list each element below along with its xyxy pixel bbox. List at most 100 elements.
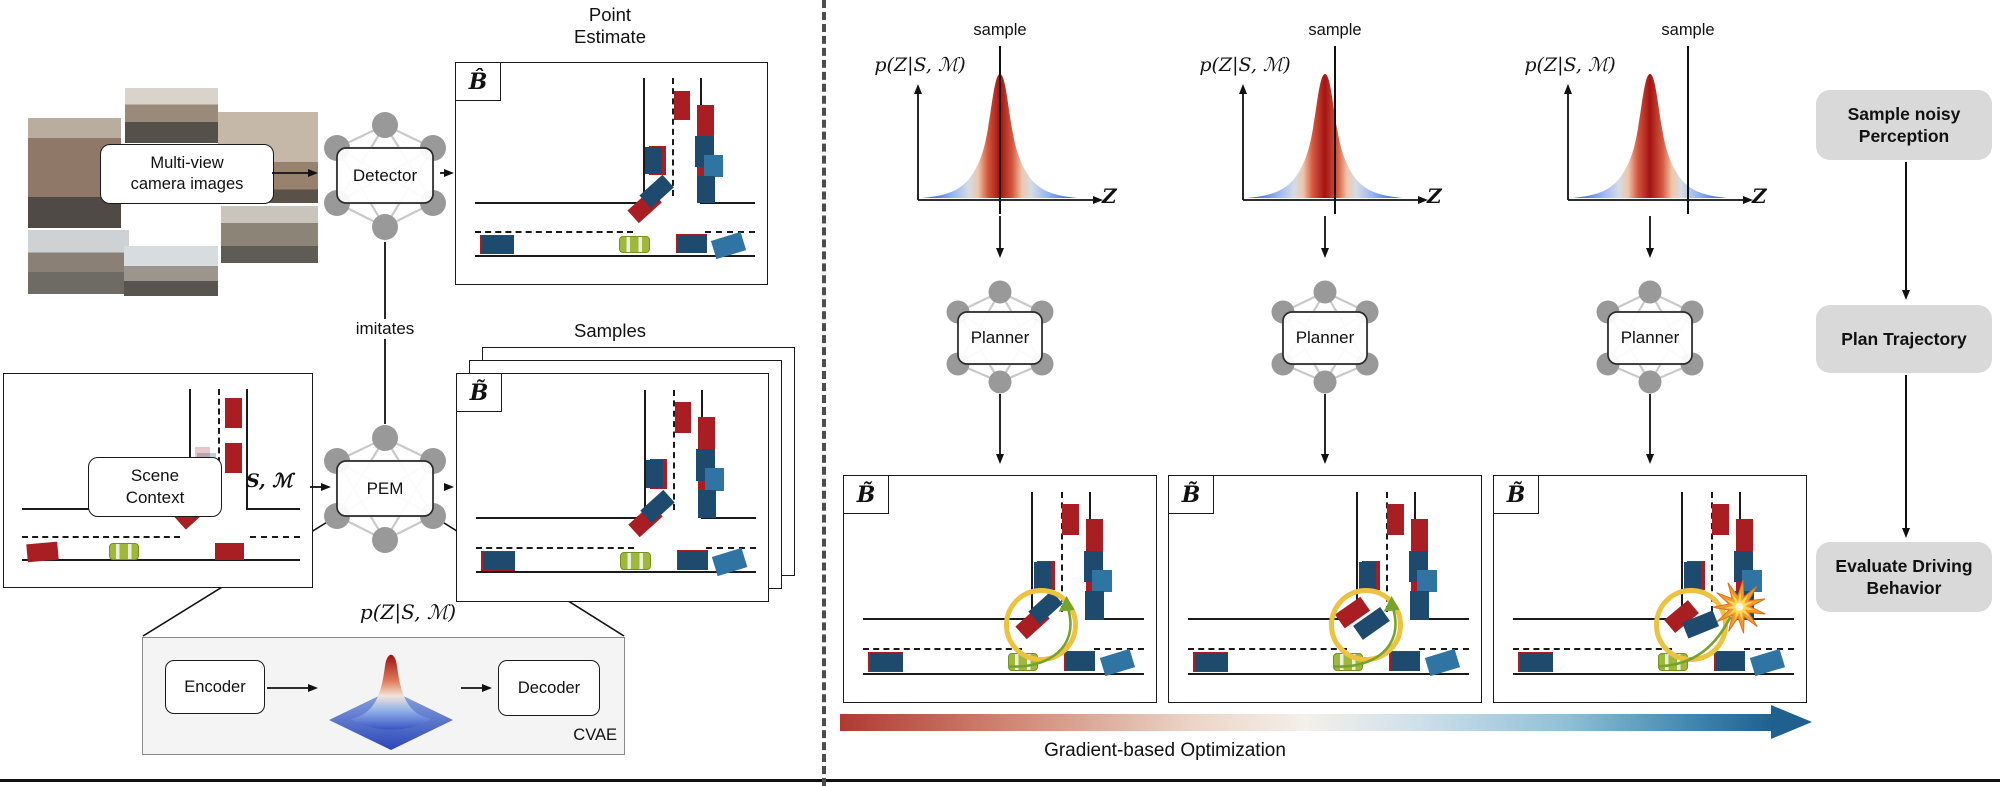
scene-output-label: S, ℳ	[246, 470, 293, 492]
trajectory-overlay	[1007, 595, 1075, 668]
decoder-box: Decoder	[498, 660, 600, 716]
road-line	[1031, 491, 1034, 619]
arrowhead-icon	[996, 248, 1004, 258]
scene-tag: B̃	[457, 374, 502, 412]
road-dashed-line	[1743, 647, 1794, 650]
road-line	[245, 508, 300, 511]
camera-label-line: Multi-view	[150, 154, 224, 172]
vehicle-box	[1086, 518, 1103, 552]
vehicle-box	[704, 468, 725, 491]
vehicle-box	[214, 543, 244, 561]
vehicle-box	[677, 551, 708, 570]
ego-vehicle	[620, 551, 651, 570]
road-dashed-line	[474, 230, 634, 233]
planner-node: Planner	[1588, 279, 1712, 395]
behavior-sample-box: B̃	[1493, 475, 1807, 703]
arrowhead-icon	[1321, 248, 1329, 258]
road-line	[862, 672, 1144, 675]
road-line	[474, 255, 755, 258]
road-dashed-line	[862, 647, 1022, 650]
vehicle-box	[1390, 652, 1421, 671]
vehicle-box	[698, 417, 716, 451]
vehicle-box	[1092, 569, 1113, 593]
road-line	[475, 571, 756, 574]
z-axis-label: Z	[1752, 184, 1767, 208]
camera-label-line: camera images	[130, 175, 244, 193]
road-line	[1738, 618, 1794, 621]
trajectory-arrowhead-icon	[1383, 595, 1400, 612]
trajectory-overlay	[1332, 595, 1400, 668]
node-label: Detector	[352, 165, 418, 185]
road-dashed-line	[672, 78, 675, 196]
arrowhead-icon	[1902, 290, 1910, 300]
vehicle-box	[646, 460, 663, 489]
road-dashed-line	[250, 535, 300, 538]
road-line	[245, 388, 248, 509]
road-line	[474, 202, 643, 205]
encoder-box: Encoder	[165, 660, 265, 714]
road-dashed-line	[1418, 647, 1469, 650]
z-axis-label: Z	[1427, 184, 1442, 208]
vehicle-box	[703, 154, 724, 177]
scene-context-label: Scene Context	[88, 457, 222, 517]
trajectory-arrowhead-icon	[1058, 595, 1075, 612]
pem-node: PEM	[320, 423, 450, 555]
node-label: Planner	[1620, 328, 1680, 347]
sample-label: sample	[1308, 21, 1362, 39]
sample-label: sample	[973, 21, 1027, 39]
distribution-label: p(Z|S, ℳ)	[1524, 54, 1616, 76]
figure-bottom-rule	[0, 779, 2000, 782]
arrowhead-icon	[1646, 248, 1654, 258]
vehicle-box	[1520, 653, 1553, 672]
road-dashed-line	[1710, 491, 1713, 612]
vehicle-box	[697, 489, 717, 519]
road-line	[642, 78, 645, 203]
vehicle-box	[225, 443, 242, 474]
node-label: PEM	[366, 478, 404, 498]
road-line	[22, 559, 300, 562]
network-icon	[324, 112, 446, 240]
vehicle-box	[673, 90, 691, 121]
vehicle-box	[1683, 561, 1701, 590]
road-dashed-line	[218, 388, 221, 502]
vehicle-box	[676, 235, 707, 254]
vehicle-box	[1736, 518, 1753, 552]
camera-photo	[124, 246, 218, 296]
highlight-circle	[1003, 588, 1078, 663]
gaussian-curve	[1572, 74, 1728, 198]
road-line	[1512, 618, 1682, 621]
scene-tag: B̃	[1169, 476, 1214, 514]
vehicle-box	[482, 236, 515, 254]
road-line	[1187, 672, 1469, 675]
road-line	[700, 202, 755, 205]
road-dashed-line	[1385, 491, 1388, 612]
arrowhead-icon	[1321, 454, 1329, 464]
cvae-dist-label: p(Z|S, ℳ)	[359, 600, 457, 624]
road-line	[1512, 672, 1794, 675]
workflow-step-sample: Sample noisy Perception	[1816, 90, 1992, 160]
road-line	[701, 517, 756, 519]
camera-photo	[125, 88, 218, 143]
road-dashed-line	[1512, 647, 1672, 650]
vehicle-box	[1085, 591, 1105, 620]
network-icon	[946, 280, 1054, 394]
vehicle-box	[1712, 504, 1730, 535]
distribution-label: p(Z|S, ℳ)	[1199, 54, 1291, 76]
highlight-circle	[1328, 588, 1403, 663]
gaussian-curve	[922, 74, 1078, 198]
samples-box: B̃	[456, 373, 769, 602]
detector-node: Detector	[320, 110, 450, 242]
vehicle-box	[696, 175, 716, 204]
gradient-arrowhead-icon	[1771, 705, 1812, 739]
samples-title: Samples	[574, 320, 646, 341]
road-dashed-line	[704, 230, 755, 233]
behavior-sample-box: B̃	[1168, 475, 1482, 703]
road-line	[1088, 618, 1144, 621]
vehicle-box	[1742, 569, 1763, 593]
network-icon	[324, 425, 446, 553]
planner-node: Planner	[938, 279, 1062, 395]
road-dashed-line	[475, 546, 635, 549]
panel-divider	[822, 0, 826, 786]
road-line	[1356, 491, 1359, 619]
